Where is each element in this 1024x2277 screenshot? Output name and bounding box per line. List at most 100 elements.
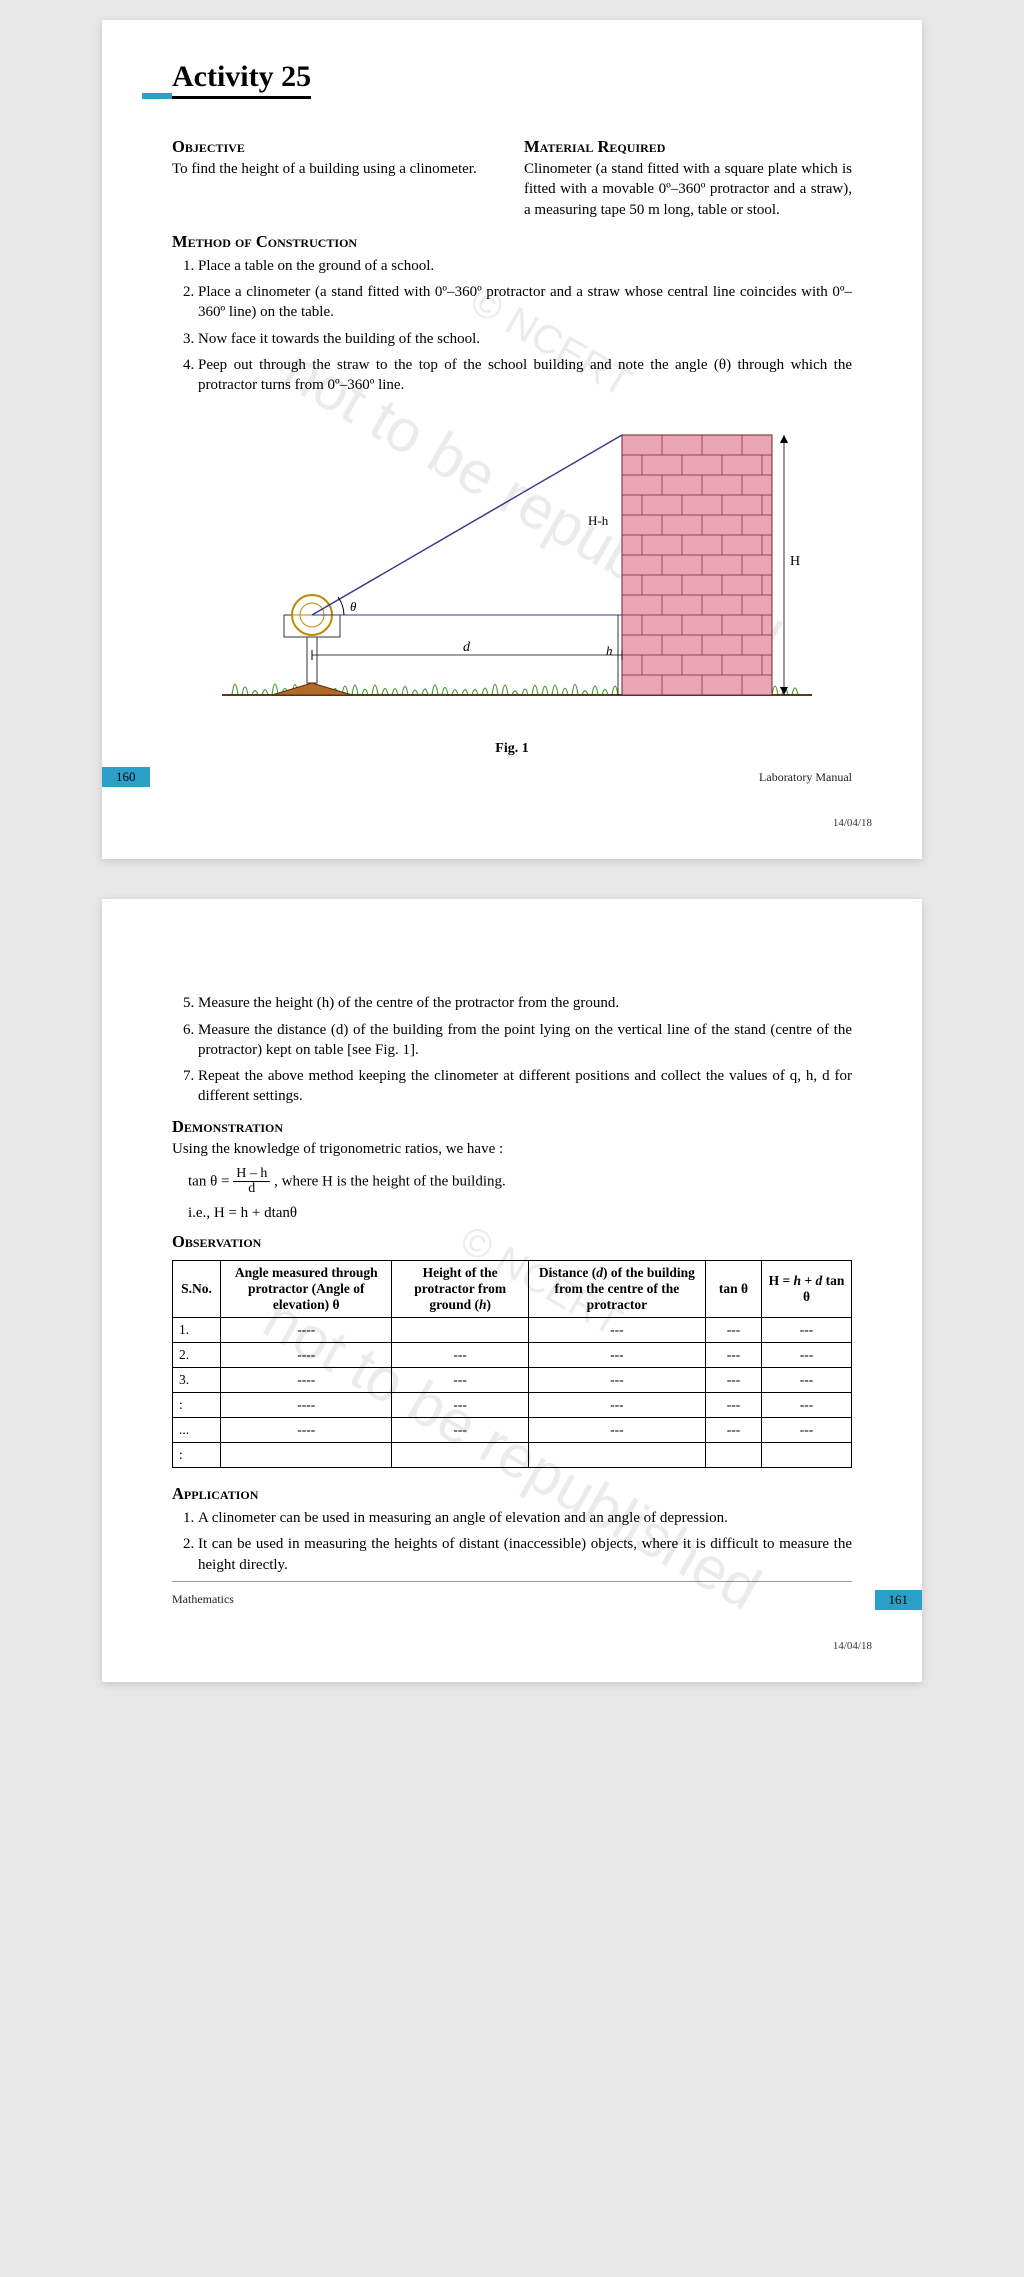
application-item: A clinometer can be used in measuring an… [198, 1508, 852, 1528]
svg-text:d: d [463, 640, 471, 655]
table-header: Angle measured through protractor (Angle… [221, 1261, 392, 1318]
table-row: 2.---------------- [173, 1343, 852, 1368]
footer-label: Mathematics [172, 1592, 234, 1607]
table-cell: --- [392, 1418, 528, 1443]
page-number: 160 [102, 767, 150, 787]
table-cell: --- [706, 1343, 762, 1368]
method-item: Place a clinometer (a stand fitted with … [198, 282, 852, 323]
table-cell: ---- [221, 1393, 392, 1418]
table-cell [221, 1443, 392, 1468]
page-2: Measure the height (h) of the centre of … [102, 899, 922, 1682]
page-1: Activity 25 Objective To find the height… [102, 20, 922, 859]
footer-label: Laboratory Manual [759, 770, 852, 785]
table-cell [762, 1443, 852, 1468]
header-text: Angle measured through protractor (Angle… [235, 1265, 378, 1312]
activity-title: Activity 25 [172, 60, 311, 99]
intro-columns: Objective To find the height of a buildi… [172, 127, 852, 220]
table-cell: --- [392, 1343, 528, 1368]
table-cell: --- [528, 1343, 705, 1368]
formula-tail: , where H is the height of the building. [274, 1173, 506, 1189]
method-heading: Method of Construction [172, 232, 852, 252]
table-cell: --- [392, 1368, 528, 1393]
page-date: 14/04/18 [172, 1640, 872, 1652]
table-cell: ---- [221, 1343, 392, 1368]
table-row: :---------------- [173, 1393, 852, 1418]
objective-text: To find the height of a building using a… [172, 159, 500, 179]
table-row: ...---------------- [173, 1418, 852, 1443]
material-text: Clinometer (a stand fitted with a square… [524, 159, 852, 220]
table-cell: --- [528, 1393, 705, 1418]
method-item: Peep out through the straw to the top of… [198, 355, 852, 396]
method-item: Measure the height (h) of the centre of … [198, 993, 852, 1013]
objective-heading: Objective [172, 137, 500, 157]
application-heading: Application [172, 1484, 852, 1504]
table-cell: --- [528, 1418, 705, 1443]
method-item: Measure the distance (d) of the building… [198, 1020, 852, 1061]
table-cell: --- [706, 1368, 762, 1393]
method-item: Repeat the above method keeping the clin… [198, 1066, 852, 1107]
page-date: 14/04/18 [172, 817, 872, 829]
table-row: 1.------------- [173, 1318, 852, 1343]
table-cell [392, 1443, 528, 1468]
table-header: H = h + d tan θ [762, 1261, 852, 1318]
method-list-cont: Measure the height (h) of the centre of … [172, 993, 852, 1106]
table-cell: 1. [173, 1318, 221, 1343]
table-cell [706, 1443, 762, 1468]
table-cell: --- [706, 1318, 762, 1343]
svg-text:H: H [790, 554, 800, 569]
table-cell [392, 1318, 528, 1343]
table-cell: --- [762, 1393, 852, 1418]
table-cell: --- [528, 1318, 705, 1343]
page-number: 161 [875, 1590, 923, 1610]
demonstration-intro: Using the knowledge of trigonometric rat… [172, 1139, 852, 1159]
objective-col: Objective To find the height of a buildi… [172, 127, 500, 220]
figure-caption: Fig. 1 [172, 741, 852, 757]
application-list: A clinometer can be used in measuring an… [172, 1508, 852, 1575]
application-item: It can be used in measuring the heights … [198, 1534, 852, 1575]
svg-text:θ: θ [350, 599, 357, 614]
table-row: 3.---------------- [173, 1368, 852, 1393]
table-cell: --- [762, 1418, 852, 1443]
table-header-row: S.No. Angle measured through protractor … [173, 1261, 852, 1318]
activity-title-text: Activity 25 [172, 60, 311, 93]
table-cell: 3. [173, 1368, 221, 1393]
figure-1: θ d h H-h H [172, 405, 852, 735]
formula-ie: i.e., H = h + dtanθ [188, 1205, 852, 1222]
table-cell: ---- [221, 1368, 392, 1393]
formula-denominator: d [233, 1182, 270, 1197]
table-cell: 2. [173, 1343, 221, 1368]
table-cell [528, 1443, 705, 1468]
svg-text:h: h [606, 643, 613, 658]
table-cell: --- [392, 1393, 528, 1418]
table-header: Distance (d) of the building from the ce… [528, 1261, 705, 1318]
formula-fraction: H – h d [233, 1167, 270, 1197]
table-cell: --- [762, 1368, 852, 1393]
table-cell: --- [528, 1368, 705, 1393]
table-cell: ---- [221, 1418, 392, 1443]
table-cell: --- [706, 1393, 762, 1418]
demonstration-heading: Demonstration [172, 1117, 852, 1137]
table-cell: --- [762, 1343, 852, 1368]
table-cell: : [173, 1393, 221, 1418]
page1-footer: 160 Laboratory Manual [172, 767, 852, 787]
clinometer-diagram: θ d h H-h H [192, 405, 832, 735]
table-header: S.No. [173, 1261, 221, 1318]
table-cell: --- [762, 1318, 852, 1343]
svg-text:H-h: H-h [588, 513, 609, 528]
material-heading: Material Required [524, 137, 852, 157]
method-item: Place a table on the ground of a school. [198, 256, 852, 276]
formula-main: tan θ = H – h d , where H is the height … [188, 1167, 852, 1197]
footer-rule [172, 1581, 852, 1582]
method-item: Now face it towards the building of the … [198, 329, 852, 349]
formula-lhs: tan θ = [188, 1173, 229, 1189]
table-cell: ... [173, 1418, 221, 1443]
title-accent [142, 93, 172, 99]
material-col: Material Required Clinometer (a stand fi… [524, 127, 852, 220]
observation-heading: Observation [172, 1232, 852, 1252]
page2-footer: Mathematics 161 [172, 1590, 852, 1610]
table-cell: : [173, 1443, 221, 1468]
table-cell: ---- [221, 1318, 392, 1343]
method-list: Place a table on the ground of a school.… [172, 256, 852, 396]
observation-table: S.No. Angle measured through protractor … [172, 1260, 852, 1468]
table-row: : [173, 1443, 852, 1468]
